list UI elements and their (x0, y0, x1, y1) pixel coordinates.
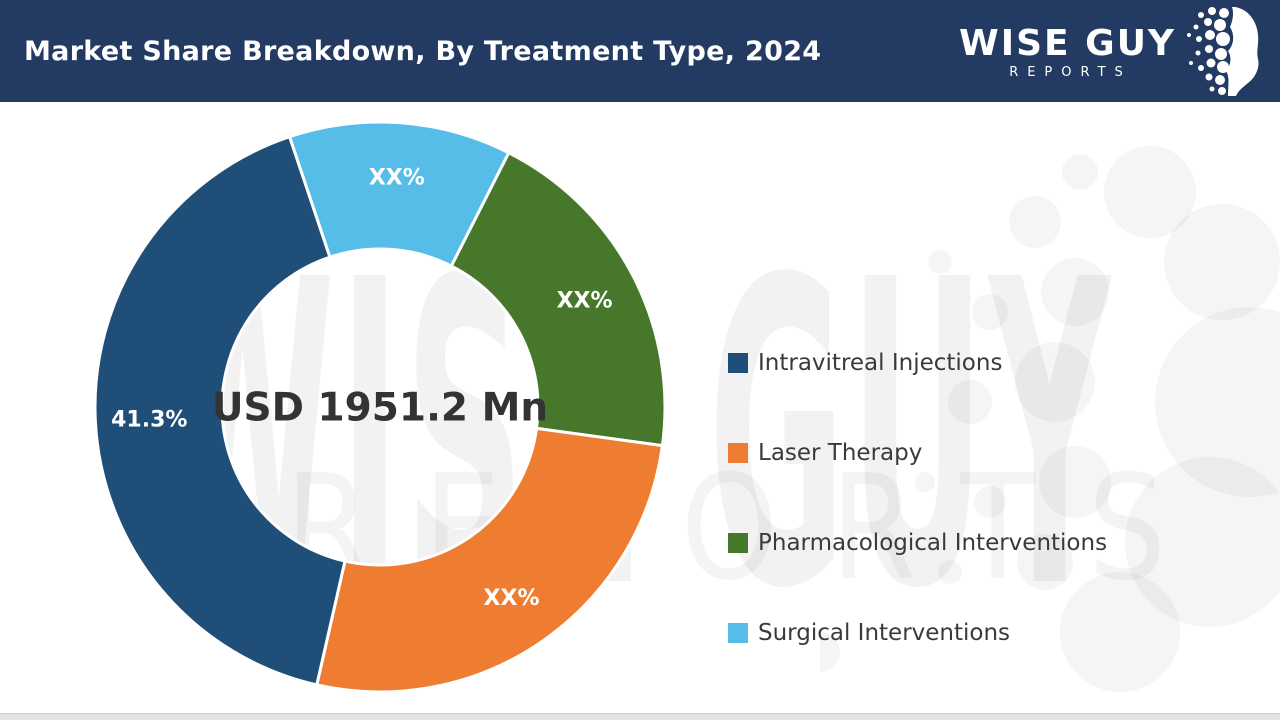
chart-area: WISE GUY REPORTS XX%XX%XX%41.3% USD 1951… (0, 102, 1280, 713)
footer-strip (0, 713, 1280, 720)
slice-laser-therapy (315, 426, 664, 694)
face-profile-icon (1187, 7, 1259, 96)
legend-swatch (728, 353, 748, 373)
slice-label: 41.3% (111, 407, 187, 432)
legend-item: Laser Therapy (728, 432, 1107, 474)
chart-center-value: USD 1951.2 Mn (211, 385, 549, 431)
slice-pharmacological-interventions (449, 151, 667, 448)
donut-chart-svg: XX% XX% XX% 41.3% (93, 120, 667, 694)
legend-swatch (728, 623, 748, 643)
watermark-face-icon (820, 146, 1280, 692)
legend-item: Pharmacological Interventions (728, 522, 1107, 564)
donut-chart: XX% XX% XX% 41.3% USD 1951.2 Mn (0, 102, 720, 713)
legend-item: Surgical Interventions (728, 612, 1107, 654)
slice-label: XX% (369, 166, 425, 191)
legend-label: Intravitreal Injections (758, 350, 1003, 376)
legend-label: Laser Therapy (758, 440, 923, 466)
legend-label: Pharmacological Interventions (758, 530, 1108, 556)
logo-wordmark: WISE GUY (958, 23, 1176, 64)
slice-label: XX% (484, 586, 540, 611)
legend-swatch (728, 443, 748, 463)
slice-surgical-interventions (288, 120, 511, 268)
legend-swatch (728, 533, 748, 553)
logo-text: WISE GUY REPORTS (958, 23, 1176, 81)
chart-legend: Intravitreal Injections Laser Therapy Phar… (728, 342, 1107, 702)
logo-subtitle: REPORTS (1009, 65, 1132, 80)
legend-item: Intravitreal Injections (728, 342, 1107, 384)
legend-label: Surgical Interventions (758, 620, 1011, 646)
slice-intravitreal-injections (93, 135, 347, 687)
slice-label: XX% (557, 289, 613, 314)
header-bar: Market Share Breakdown, By Treatment Typ… (0, 0, 1280, 102)
page-title: Market Share Breakdown, By Treatment Typ… (24, 35, 822, 67)
wise-guy-logo: WISE GUY REPORTS (959, 0, 1262, 102)
